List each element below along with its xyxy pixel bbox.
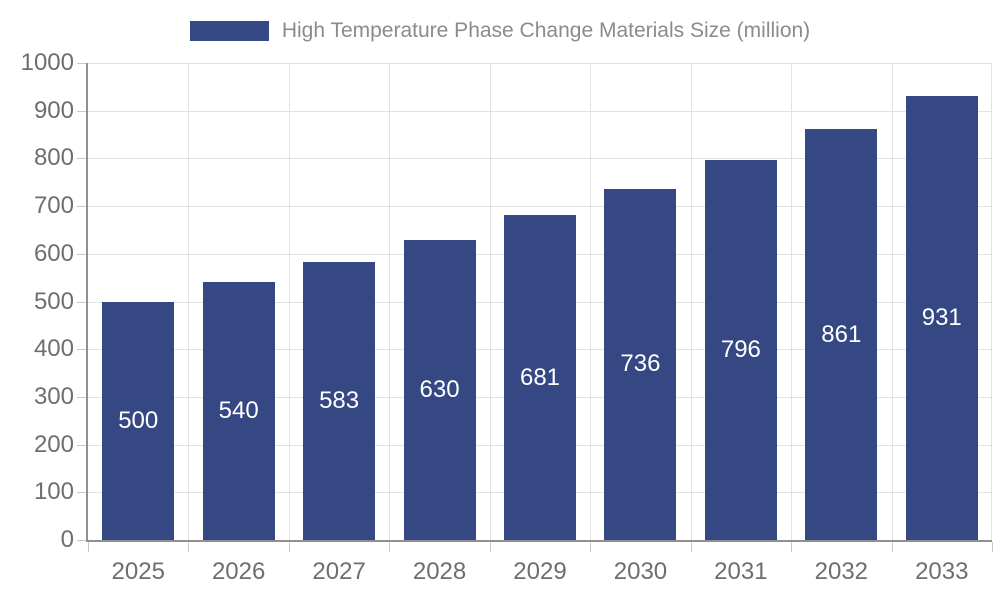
gridline-vertical: [590, 63, 592, 540]
y-axis-tick: [77, 301, 86, 303]
bar-value-label: 861: [821, 320, 862, 348]
bar[interactable]: 681: [504, 215, 576, 540]
plot-border-top: [88, 63, 992, 64]
bar[interactable]: 630: [403, 239, 476, 540]
plot-border-right: [991, 63, 992, 540]
x-axis-label: 2028: [412, 558, 467, 585]
x-axis-label: 2033: [915, 558, 969, 585]
x-axis-tick: [288, 542, 290, 552]
gridline-horizontal: [88, 110, 992, 112]
y-axis-tick: [77, 63, 86, 64]
y-axis-tick: [77, 110, 86, 112]
y-axis-label: 800: [33, 144, 74, 172]
bar[interactable]: 540: [202, 282, 275, 540]
y-axis-label: 600: [33, 239, 74, 267]
y-axis-line: [86, 63, 88, 540]
bar-value-label: 630: [419, 375, 460, 403]
y-axis-label: 400: [33, 335, 74, 363]
bar-value-label: 796: [720, 336, 761, 364]
y-axis-tick: [77, 444, 86, 446]
bar[interactable]: 931: [905, 95, 978, 540]
y-axis-label: 900: [33, 96, 74, 124]
y-axis-tick: [77, 349, 86, 351]
y-axis-label: 0: [60, 526, 74, 553]
bar-value-label: 583: [319, 386, 360, 414]
y-axis-tick: [77, 492, 86, 494]
bar[interactable]: 796: [704, 160, 777, 540]
x-axis-line: [86, 540, 992, 542]
x-axis-tick: [188, 542, 190, 552]
legend-swatch: [189, 21, 269, 41]
gridline-vertical: [389, 63, 391, 540]
gridline-vertical: [188, 63, 190, 540]
bar[interactable]: 583: [303, 261, 376, 540]
bar-value-label: 736: [620, 350, 661, 378]
y-axis-label: 500: [33, 287, 74, 315]
y-axis-label: 200: [33, 430, 74, 458]
gridline-horizontal: [88, 206, 992, 208]
gridline-vertical: [891, 63, 893, 540]
x-axis-tick: [791, 542, 793, 552]
gridline-vertical: [489, 63, 491, 540]
y-axis-tick: [77, 158, 86, 160]
x-axis-tick: [489, 542, 491, 552]
legend[interactable]: High Temperature Phase Change Materials …: [0, 16, 1000, 46]
x-axis-tick: [690, 542, 692, 552]
y-axis-tick: [77, 540, 86, 541]
y-axis-label: 1000: [20, 49, 74, 76]
legend-label: High Temperature Phase Change Materials …: [281, 19, 811, 42]
x-axis-label: 2026: [211, 558, 266, 585]
x-axis-tick: [891, 542, 893, 552]
bar-value-label: 500: [118, 406, 159, 434]
x-axis-label: 2027: [312, 558, 366, 585]
y-axis-tick: [77, 396, 86, 398]
y-axis-tick: [77, 253, 86, 255]
x-axis-label: 2031: [714, 558, 768, 585]
plot-area: 0 100 200 300 400 500 600 700 800 900 1000 2025 2026…: [21, 49, 993, 585]
y-axis-label: 100: [33, 478, 74, 506]
y-axis-tick: [77, 206, 86, 208]
gridline-vertical: [690, 63, 692, 540]
bar-value-label: 931: [921, 303, 962, 331]
x-axis-label: 2032: [814, 558, 869, 585]
x-axis-tick: [88, 542, 89, 552]
y-axis-label: 300: [33, 382, 74, 410]
x-axis-label: 2029: [513, 558, 567, 585]
x-axis-label: 2030: [613, 558, 668, 585]
bar[interactable]: 861: [805, 129, 878, 540]
gridline-vertical: [791, 63, 793, 540]
x-axis-tick: [590, 542, 592, 552]
bar[interactable]: 736: [604, 188, 677, 540]
bar-value-label: 540: [218, 397, 259, 425]
x-axis-label: 2025: [111, 558, 165, 585]
bar[interactable]: 500: [102, 301, 175, 540]
y-axis-label: 700: [33, 192, 74, 220]
bar-value-label: 681: [519, 363, 561, 391]
gridline-vertical: [288, 63, 290, 540]
x-axis-tick: [389, 542, 391, 552]
gridline-horizontal: [88, 158, 992, 160]
x-axis-tick: [992, 542, 993, 552]
